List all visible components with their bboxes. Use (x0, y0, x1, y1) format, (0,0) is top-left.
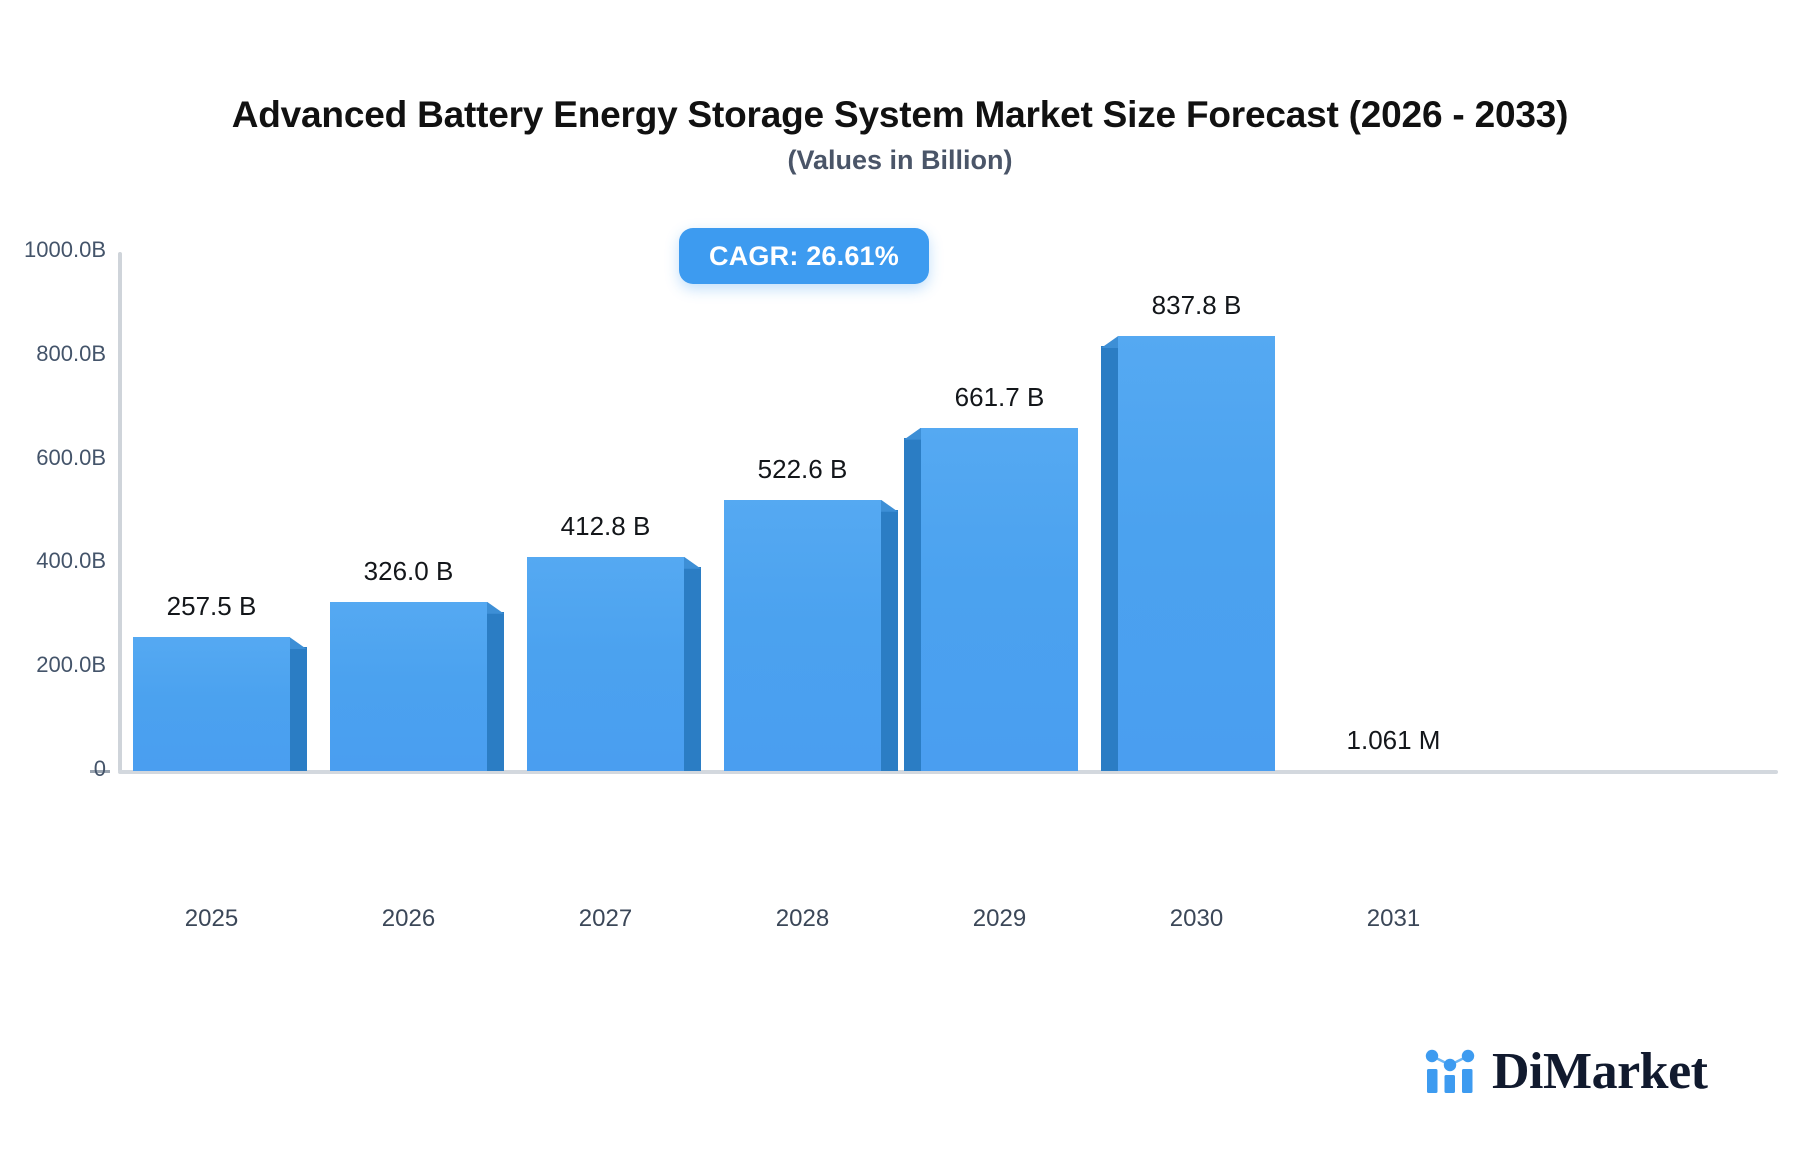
x-axis-line (118, 770, 1778, 774)
x-axis-tick-label: 2028 (775, 905, 830, 932)
bar-value-label: 326.0 B (363, 555, 454, 586)
bar-face (330, 601, 487, 771)
bar-top-bevel (684, 556, 701, 569)
bar-side-face (290, 647, 307, 771)
bar-2026[interactable] (330, 601, 504, 771)
brand-logo: DiMarket (1424, 1036, 1708, 1108)
cagr-badge-label: CAGR: 26.61% (709, 240, 899, 271)
bar-face (1118, 336, 1275, 771)
bar-face (724, 499, 881, 771)
y-axis-tick-label: 600.0B (36, 444, 106, 470)
y-axis-zero-tick (90, 770, 110, 773)
bar-value-label: 412.8 B (560, 510, 651, 541)
bar-value-label: 837.8 B (1151, 290, 1242, 321)
bar-face (133, 637, 290, 771)
bar-2029[interactable] (904, 427, 1078, 771)
bar-top-bevel (290, 637, 307, 650)
bar-value-label: 522.6 B (757, 453, 848, 484)
logo-text: DiMarket (1492, 1043, 1708, 1100)
bar-2027[interactable] (527, 556, 701, 771)
y-axis-tick-label: 0 (93, 756, 106, 781)
cagr-badge: CAGR: 26.61% (679, 228, 929, 284)
x-axis-tick-label: 2031 (1366, 905, 1421, 932)
bar-side-face (904, 437, 921, 771)
bar-side-face (487, 611, 504, 771)
bar-value-label: 257.5 B (166, 591, 257, 622)
x-axis-tick-label: 2026 (381, 905, 436, 932)
x-axis-tick-label: 2029 (972, 905, 1027, 932)
bar-value-label: 661.7 B (954, 381, 1045, 412)
x-axis-tick-label: 2027 (578, 905, 633, 932)
bar-side-face (881, 509, 898, 771)
bar-chart-icon (1424, 1045, 1476, 1100)
y-axis-tick-label: 200.0B (36, 652, 106, 678)
chart-subtitle: (Values in Billion) (787, 145, 1013, 175)
bar-2030[interactable] (1101, 336, 1275, 771)
bar-top-bevel (881, 499, 898, 512)
bar-2028[interactable] (724, 499, 898, 771)
bar-side-face (1101, 346, 1118, 771)
bar-face (921, 427, 1078, 771)
y-axis-tick-label: 400.0B (36, 548, 106, 574)
bar-top-bevel (904, 427, 921, 440)
y-axis-tick-label: 1000.0B (24, 237, 106, 262)
bar-side-face (684, 566, 701, 771)
bar-top-bevel (487, 601, 504, 614)
bar-top-bevel (1101, 336, 1118, 349)
page-title: Advanced Battery Energy Storage System M… (231, 94, 1569, 135)
bar-value-label: 1.061 M (1346, 724, 1441, 755)
y-axis-tick-label: 800.0B (36, 340, 106, 366)
bar-face (527, 556, 684, 771)
bar-2025[interactable] (133, 637, 307, 771)
x-axis-tick-label: 2025 (184, 905, 239, 932)
x-axis-tick-label: 2030 (1169, 905, 1224, 932)
y-axis-line (118, 252, 122, 772)
